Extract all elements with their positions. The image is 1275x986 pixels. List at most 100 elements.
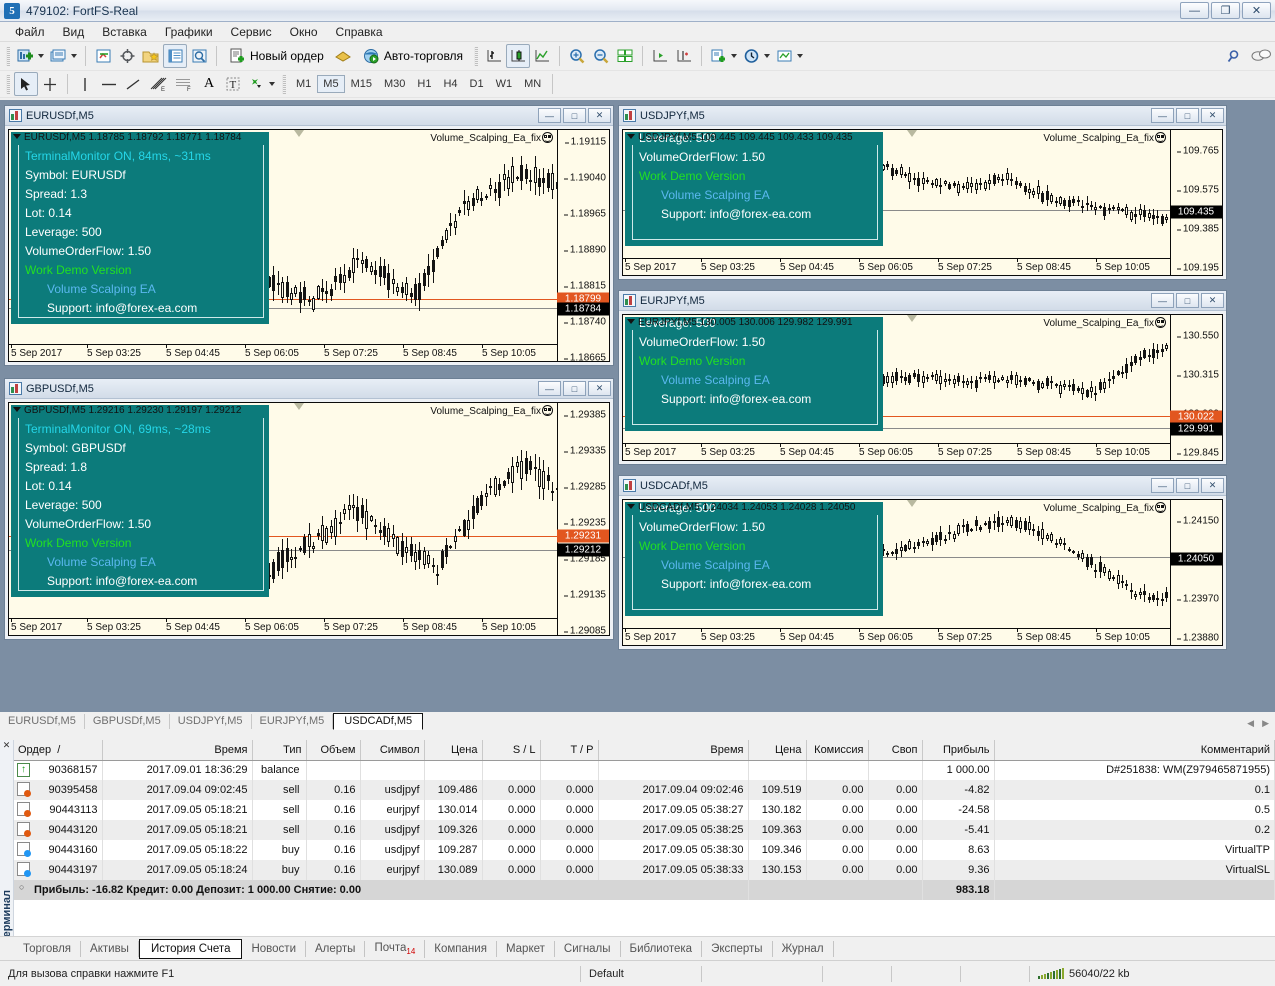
minimize-button[interactable]: — [1180,2,1209,19]
navigator-icon[interactable] [115,44,139,68]
timeframe-m15[interactable]: M15 [350,78,372,90]
tile-windows-icon[interactable] [613,44,637,68]
col-time-close[interactable]: Время [598,740,749,761]
chart-window-gbpusd[interactable]: GBPUSDf,M5 — □ ✕ GBPUSDf,M5 1.29216 1.29… [4,378,614,640]
tab-scroll-right-icon[interactable]: ▶ [1262,718,1269,728]
search-icon[interactable] [1223,44,1247,68]
trendline-icon[interactable] [121,72,145,96]
chart-body[interactable]: GBPUSDf,M5 1.29216 1.29230 1.29197 1.292… [5,399,613,639]
chevron-down-icon[interactable] [797,54,804,58]
fibonacci-icon[interactable]: E [145,72,171,96]
terminal-tab-assets[interactable]: Активы [81,940,139,957]
chart-body[interactable]: USDJPYf,M5 109.445 109.445 109.433 109.4… [619,126,1226,279]
col-sl[interactable]: S / L [482,740,541,761]
chart-tab-eurusd[interactable]: EURUSDf,M5 [0,714,85,729]
time-axis-gbpusd[interactable]: 5 Sep 2017 5 Sep 03:25 5 Sep 04:45 5 Sep… [9,618,557,635]
status-profile[interactable]: Default [589,967,624,980]
timeframe-mn[interactable]: MN [524,78,542,90]
chart-tab-usdcad[interactable]: USDCADf,M5 [333,713,424,730]
line-chart-icon[interactable] [530,44,554,68]
menu-view[interactable]: Вид [62,24,85,39]
chart-shift-icon[interactable] [648,44,672,68]
bar-chart-icon[interactable] [482,44,506,68]
chart-minimize-button[interactable]: — [538,108,561,123]
market-watch-icon[interactable] [91,44,115,68]
toolbar-grip[interactable] [282,74,286,94]
channel-icon[interactable]: F [171,72,197,96]
chart-plot-usdcad[interactable]: USDCADf,M5 1.24034 1.24053 1.24028 1.240… [623,500,1170,628]
chart-minimize-button[interactable]: — [538,381,561,396]
chart-tab-gbpusd[interactable]: GBPUSDf,M5 [85,714,170,729]
col-symbol[interactable]: Символ [360,740,425,761]
crosshair-icon[interactable] [38,72,62,96]
timeframe-w1[interactable]: W1 [495,78,513,90]
chart-restore-button[interactable]: □ [563,381,586,396]
chart-tab-usdjpy[interactable]: USDJPYf,M5 [170,714,252,729]
chat-icon[interactable] [1247,44,1275,68]
close-button[interactable]: ✕ [1242,2,1271,19]
profiles-icon[interactable] [47,44,80,68]
terminal-tab-alerts[interactable]: Алерты [306,940,366,957]
chart-restore-button[interactable]: □ [1176,108,1199,123]
toolbar-grip[interactable] [474,46,479,66]
chart-titlebar[interactable]: GBPUSDf,M5 — □ ✕ [5,379,613,399]
candlestick-chart-icon[interactable] [506,44,531,68]
data-window-icon[interactable] [187,44,211,68]
tester-icon[interactable] [331,44,355,68]
chart-tab-eurjpy[interactable]: EURJPYf,M5 [252,714,334,729]
chart-minimize-button[interactable]: — [1151,478,1174,493]
chart-minimize-button[interactable]: — [1151,293,1174,308]
chart-plot-eurusd[interactable]: EURUSDf,M5 1.18785 1.18792 1.18771 1.187… [9,130,557,344]
col-tp[interactable]: T / P [540,740,599,761]
table-row[interactable]: 90443113 2017.09.05 05:18:21 sell 0.16 eurjp… [14,800,1275,820]
chart-close-button[interactable]: ✕ [588,381,611,396]
price-axis-usdcad[interactable]: 1.24150 1.24060 1.23970 1.23880 1.24050 [1170,500,1222,645]
label-icon[interactable]: T [221,72,245,96]
toolbar-grip[interactable] [6,46,10,66]
chart-window-usdcad[interactable]: USDCADf,M5 — □ ✕ USDCADf,M5 1.24034 1.24… [618,475,1227,650]
timeframe-h4[interactable]: H4 [443,78,458,90]
chart-close-button[interactable]: ✕ [588,108,611,123]
chart-close-button[interactable]: ✕ [1201,108,1224,123]
chart-plot-eurjpy[interactable]: EURJPYf,M5 130.005 130.006 129.982 129.9… [623,315,1170,443]
templates-icon[interactable] [773,44,806,68]
chart-body[interactable]: EURUSDf,M5 1.18785 1.18792 1.18771 1.187… [5,126,613,365]
table-row[interactable]: 90443197 2017.09.05 05:18:24 buy 0.16 eurjpy… [14,860,1275,880]
terminal-tab-company[interactable]: Компания [425,940,497,957]
col-order[interactable]: Ордер / [14,740,103,761]
col-price-close[interactable]: Цена [748,740,807,761]
terminal-icon[interactable] [163,44,187,68]
table-row[interactable]: 90443120 2017.09.05 05:18:21 sell 0.16 usdjp… [14,820,1275,840]
col-swap[interactable]: Своп [868,740,923,761]
chart-minimize-button[interactable]: — [1151,108,1174,123]
indicators-icon[interactable] [707,44,740,68]
chart-close-button[interactable]: ✕ [1201,478,1224,493]
restore-button[interactable]: ❐ [1211,2,1240,19]
chart-plot-usdjpy[interactable]: USDJPYf,M5 109.445 109.445 109.433 109.4… [623,130,1170,258]
chart-body[interactable]: EURJPYf,M5 130.005 130.006 129.982 129.9… [619,311,1226,464]
chart-body[interactable]: USDCADf,M5 1.24034 1.24053 1.24028 1.240… [619,496,1226,649]
terminal-tab-market[interactable]: Маркет [497,940,555,957]
col-type[interactable]: Тип [252,740,307,761]
chart-titlebar[interactable]: USDJPYf,M5 — □ ✕ [619,106,1226,126]
chevron-down-icon[interactable] [269,82,275,86]
price-axis-eurusd[interactable]: 1.19115 1.19040 1.18965 1.18890 1.18815 … [557,130,609,361]
terminal-tab-trade[interactable]: Торговля [14,940,82,957]
chart-window-eurjpy[interactable]: EURJPYf,M5 — □ ✕ EURJPYf,M5 130.005 130.… [618,290,1227,465]
chart-window-usdjpy[interactable]: USDJPYf,M5 — □ ✕ USDJPYf,M5 109.445 109.… [618,105,1227,280]
chart-window-eurusd[interactable]: EURUSDf,M5 — □ ✕ EURUSDf,M5 1.18785 1.18… [4,105,614,366]
text-icon[interactable]: A [203,76,215,91]
col-profit[interactable]: Прибыль [922,740,995,761]
tab-scroll-left-icon[interactable]: ◀ [1247,718,1255,728]
chart-close-button[interactable]: ✕ [1201,293,1224,308]
time-axis-usdjpy[interactable]: 5 Sep 2017 5 Sep 03:25 5 Sep 04:45 5 Sep… [623,258,1170,275]
chevron-down-icon[interactable] [731,54,738,58]
price-axis-eurjpy[interactable]: 130.550 130.315 130.080 129.845 130.022 … [1170,315,1222,460]
terminal-tab-library[interactable]: Библиотека [621,940,703,957]
timeframe-m5[interactable]: M5 [317,75,345,93]
chart-restore-button[interactable]: □ [563,108,586,123]
time-axis-usdcad[interactable]: 5 Sep 2017 5 Sep 03:25 5 Sep 04:45 5 Sep… [623,628,1170,645]
new-order-button[interactable]: Новый ордер [222,44,331,68]
shapes-icon[interactable] [245,72,278,96]
